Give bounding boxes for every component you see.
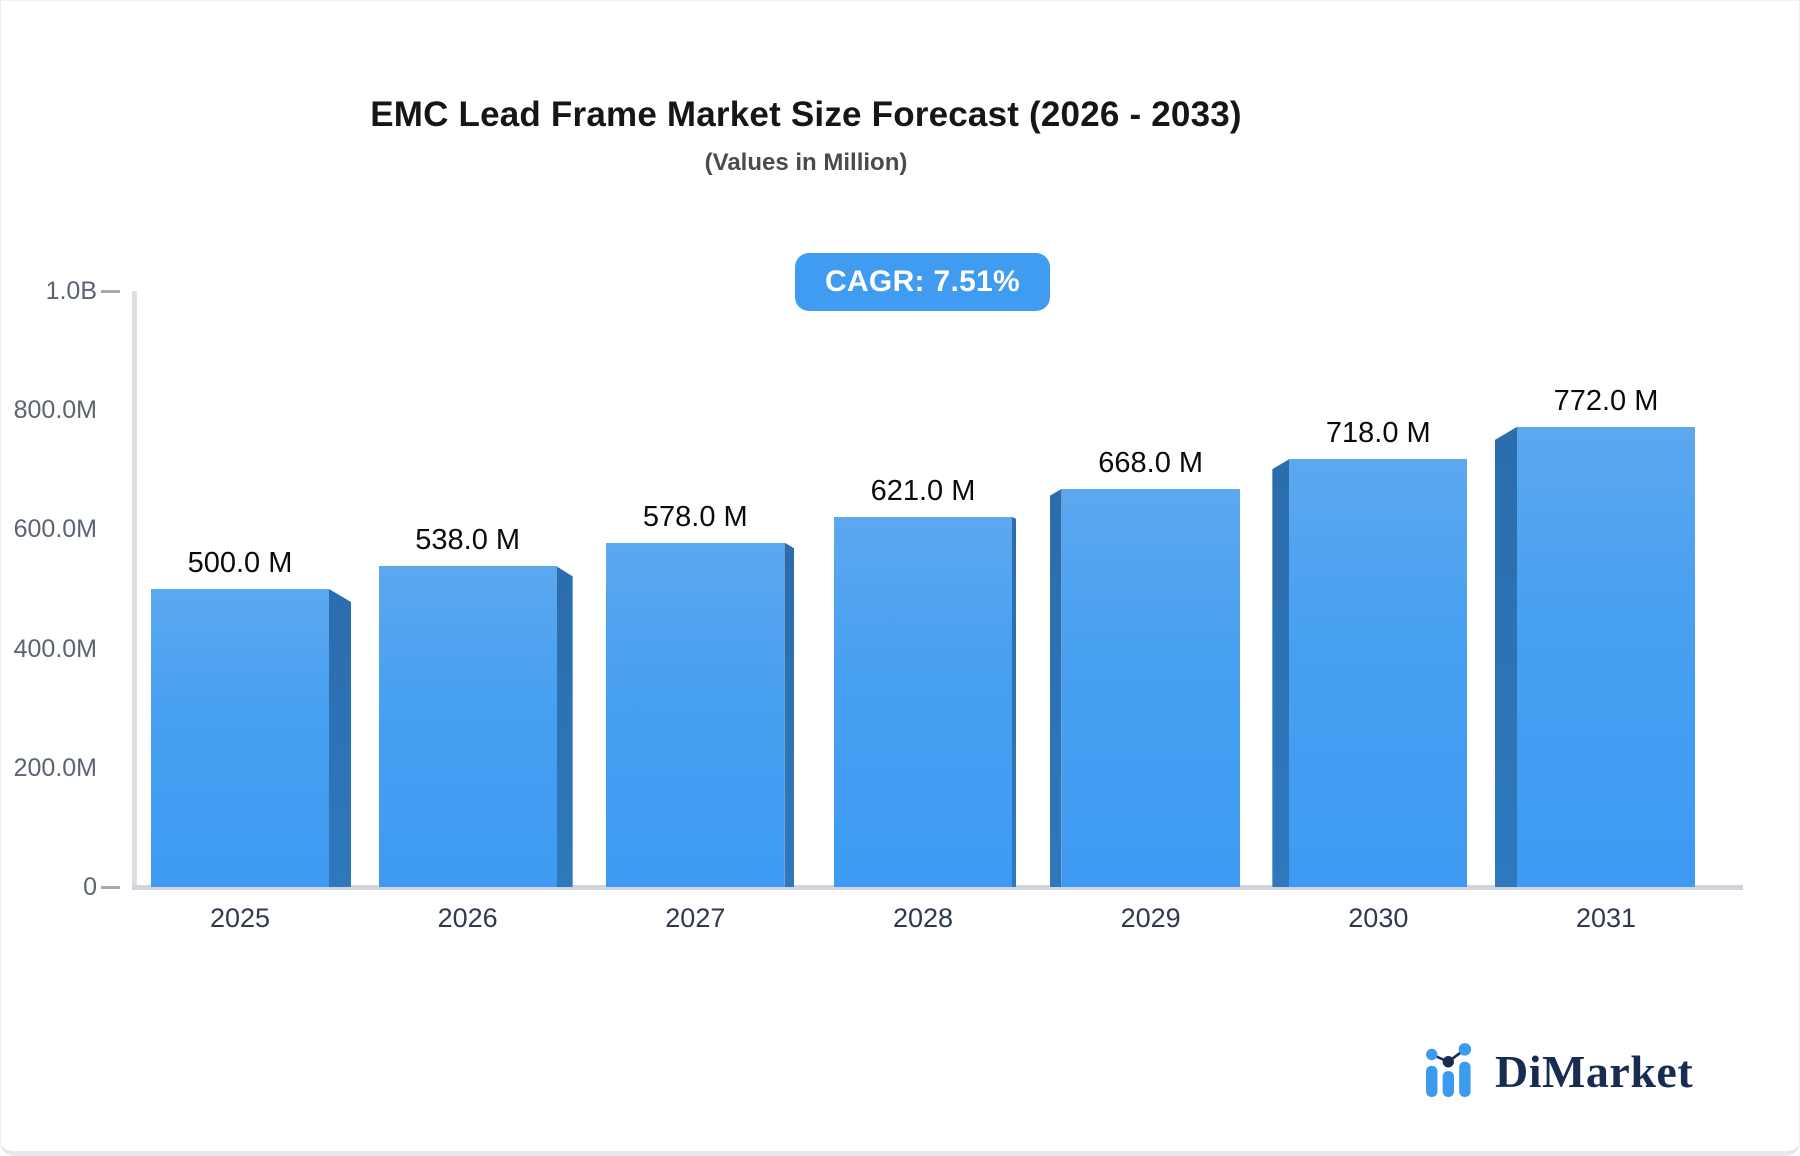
chart-subtitle: (Values in Million) bbox=[704, 149, 908, 176]
bar-2030 bbox=[1272, 459, 1468, 887]
bar-front-face[interactable] bbox=[1289, 459, 1468, 887]
bar-side-face bbox=[1049, 488, 1062, 887]
y-axis-label: 200.0M bbox=[13, 753, 97, 782]
x-axis-label: 2028 bbox=[892, 903, 954, 933]
bar-2029 bbox=[1049, 488, 1240, 887]
bar-2031 bbox=[1495, 426, 1695, 887]
bar-side-face bbox=[556, 566, 573, 887]
cagr-badge: CAGR: 7.51% bbox=[795, 253, 1051, 311]
bar-2028 bbox=[834, 516, 1016, 887]
x-axis-label: 2025 bbox=[209, 903, 271, 933]
y-axis-tick bbox=[101, 886, 120, 889]
x-axis-label: 2026 bbox=[437, 903, 498, 933]
y-axis-label: 0 bbox=[83, 873, 97, 901]
y-axis-tick bbox=[101, 290, 120, 293]
bar-side-face bbox=[1272, 459, 1290, 887]
bar-value-label: 621.0 M bbox=[870, 474, 976, 507]
bar-value-label: 772.0 M bbox=[1553, 384, 1659, 417]
y-axis-label: 400.0M bbox=[13, 634, 97, 663]
bar-front-face[interactable] bbox=[834, 516, 1012, 887]
bar-front-face[interactable] bbox=[378, 566, 557, 887]
bar-front-face[interactable] bbox=[1517, 426, 1695, 887]
bar-front-face[interactable] bbox=[151, 589, 329, 887]
x-axis-label: 2027 bbox=[665, 903, 726, 933]
dimarket-logo: DiMarket bbox=[1425, 1041, 1693, 1102]
bar-side-face bbox=[1012, 516, 1016, 887]
chart-title: EMC Lead Frame Market Size Forecast (202… bbox=[370, 95, 1242, 134]
bar-2026 bbox=[378, 566, 573, 887]
logo-text: DiMarket bbox=[1495, 1046, 1694, 1097]
bar-chart-icon bbox=[1425, 1041, 1483, 1102]
bar-value-label: 500.0 M bbox=[187, 547, 293, 579]
bar-2025 bbox=[151, 589, 351, 887]
bar-value-label: 538.0 M bbox=[415, 524, 521, 557]
bar-front-face[interactable] bbox=[606, 542, 785, 887]
bar-value-label: 718.0 M bbox=[1325, 417, 1431, 450]
x-axis-line bbox=[132, 885, 1743, 890]
bar-side-face bbox=[1495, 426, 1517, 887]
x-axis-label: 2030 bbox=[1348, 903, 1409, 933]
y-axis-label: 800.0M bbox=[13, 396, 97, 425]
y-axis-label: 1.0B bbox=[45, 277, 97, 305]
bar-front-face[interactable] bbox=[1061, 488, 1240, 887]
bar-2027 bbox=[606, 542, 795, 887]
x-axis-label: 2031 bbox=[1575, 903, 1637, 933]
bar-value-label: 668.0 M bbox=[1098, 446, 1204, 479]
bar-side-face bbox=[329, 589, 351, 887]
bar-side-face bbox=[784, 542, 795, 887]
x-axis-label: 2029 bbox=[1120, 903, 1181, 933]
bar-value-label: 578.0 M bbox=[642, 500, 748, 533]
y-axis-label: 600.0M bbox=[13, 515, 97, 544]
y-axis-line bbox=[132, 291, 137, 888]
